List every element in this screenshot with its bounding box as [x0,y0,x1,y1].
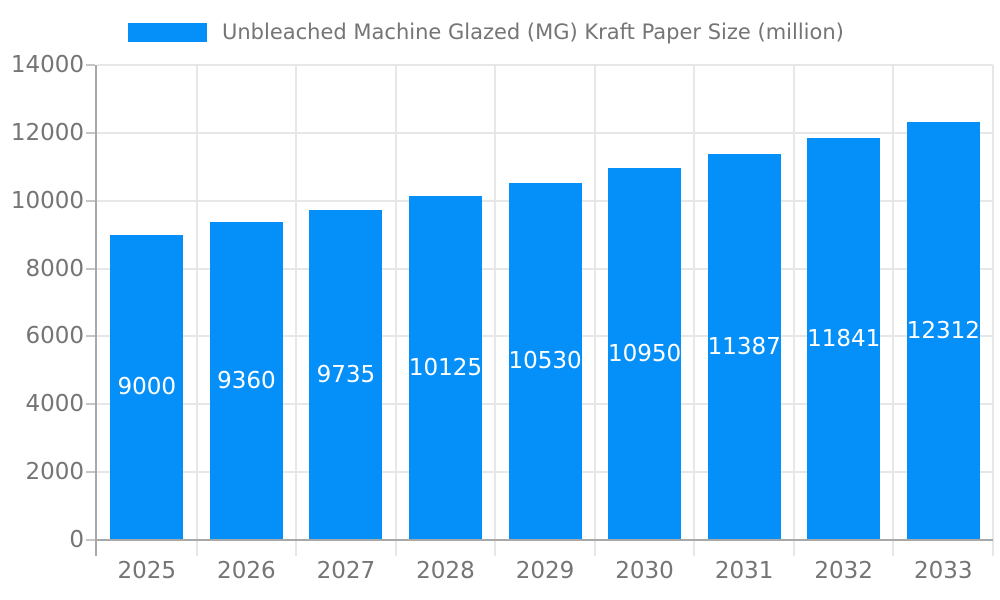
bar-slot: 11841 [794,65,894,540]
bar: 10950 [608,168,681,540]
legend[interactable]: Unbleached Machine Glazed (MG) Kraft Pap… [128,20,844,44]
y-axis-label: 10000 [10,187,84,214]
gridline-vertical [394,65,397,556]
x-axis-labels: 2025 2026 2027 2028 2029 2030 2031 2032 2033 [97,556,993,586]
bar: 11387 [707,153,781,540]
bar: 10530 [508,182,582,540]
bar-slot: 10950 [595,65,695,540]
bar-value-label: 9000 [117,374,177,401]
bar-slot: 9360 [197,65,297,540]
gridline-vertical [494,65,497,556]
x-axis-label: 2032 [814,558,873,584]
gridline-vertical [295,65,298,556]
gridline-vertical [792,65,795,556]
y-axis-label: 0 [69,527,84,553]
y-axis-tick [86,539,95,541]
bar: 9360 [209,222,283,540]
x-axis-label: 2028 [416,558,475,584]
y-axis-label: 6000 [25,323,84,350]
y-axis-label: 8000 [25,255,84,282]
bar-slot: 9000 [97,65,197,540]
y-axis-label: 4000 [25,391,84,418]
x-axis-label: 2025 [117,558,177,584]
x-axis-label: 2030 [615,558,674,584]
bar: 9735 [309,209,383,540]
x-axis-label: 2031 [714,558,774,584]
bar-value-label: 11387 [707,333,781,360]
bar-value-label: 9735 [316,361,376,388]
gridline-vertical [195,65,198,556]
gridline-horizontal [97,64,993,66]
bar-value-label: 12312 [906,318,980,345]
bar-slot: 11387 [694,65,794,540]
y-axis-line [95,65,97,556]
bar: 12312 [907,122,980,540]
bar-slot: 9735 [296,65,396,540]
y-axis-tick [86,64,95,66]
x-axis-label: 2029 [515,558,575,584]
y-axis-tick [86,403,95,406]
x-axis-label: 2027 [316,558,376,584]
bar-slot: 12312 [894,65,994,540]
bar: 11841 [807,138,880,540]
bar: 10125 [409,196,482,540]
y-axis-label: 2000 [25,459,84,486]
gridline-vertical [693,65,696,556]
y-axis-tick [86,335,95,338]
y-axis-tick [86,131,95,134]
x-axis-label: 2033 [913,558,973,584]
bar-slot: 10530 [495,65,595,540]
y-axis-label: 12000 [10,119,84,146]
bar-value-label: 9360 [217,368,276,395]
y-axis-tick [86,471,95,474]
bar: 9000 [110,234,184,540]
legend-label: Unbleached Machine Glazed (MG) Kraft Pap… [222,20,844,44]
bar-slot: 10125 [396,65,496,540]
x-axis-label: 2026 [217,558,276,584]
bar-value-label: 10125 [408,355,483,382]
bar-value-label: 10530 [508,348,582,375]
bars-row: 9000 9360 9735 10125 10530 10950 11387 11841 123… [97,65,993,540]
y-axis-tick [86,267,95,270]
y-axis-label: 14000 [10,52,84,78]
bar-value-label: 10950 [608,341,682,368]
gridline-horizontal [97,131,993,134]
gridline-vertical [992,65,994,556]
y-axis-tick [86,199,95,202]
x-axis-line [95,539,993,541]
gridline-vertical [892,65,895,556]
plot-area: 9000 9360 9735 10125 10530 10950 11387 11841 123… [86,64,994,556]
y-axis-labels: 0 2000 4000 6000 8000 10000 12000 14000 [0,52,84,553]
gridline-vertical [593,65,596,556]
legend-swatch [128,22,207,42]
bar-value-label: 11841 [807,326,881,353]
